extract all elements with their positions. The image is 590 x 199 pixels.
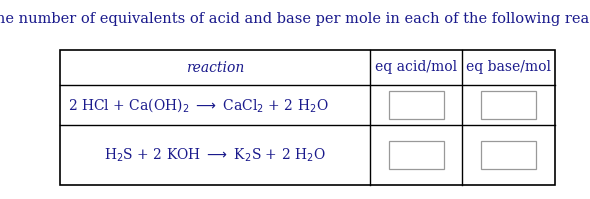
Bar bbox=[60, 50, 555, 185]
Bar bbox=[388, 141, 444, 169]
Text: eq acid/mol: eq acid/mol bbox=[375, 60, 457, 74]
Text: 2 HCl + Ca(OH)$_2$ $\longrightarrow$ CaCl$_2$ + 2 H$_2$O: 2 HCl + Ca(OH)$_2$ $\longrightarrow$ CaC… bbox=[68, 96, 329, 114]
Bar bbox=[481, 141, 536, 169]
Text: Give the number of equivalents of acid and base per mole in each of the followin: Give the number of equivalents of acid a… bbox=[0, 12, 590, 26]
Bar bbox=[388, 91, 444, 119]
Text: eq base/mol: eq base/mol bbox=[466, 60, 551, 74]
Text: reaction: reaction bbox=[186, 60, 244, 74]
Bar bbox=[481, 91, 536, 119]
Text: H$_2$S + 2 KOH $\longrightarrow$ K$_2$S + 2 H$_2$O: H$_2$S + 2 KOH $\longrightarrow$ K$_2$S … bbox=[104, 146, 326, 164]
